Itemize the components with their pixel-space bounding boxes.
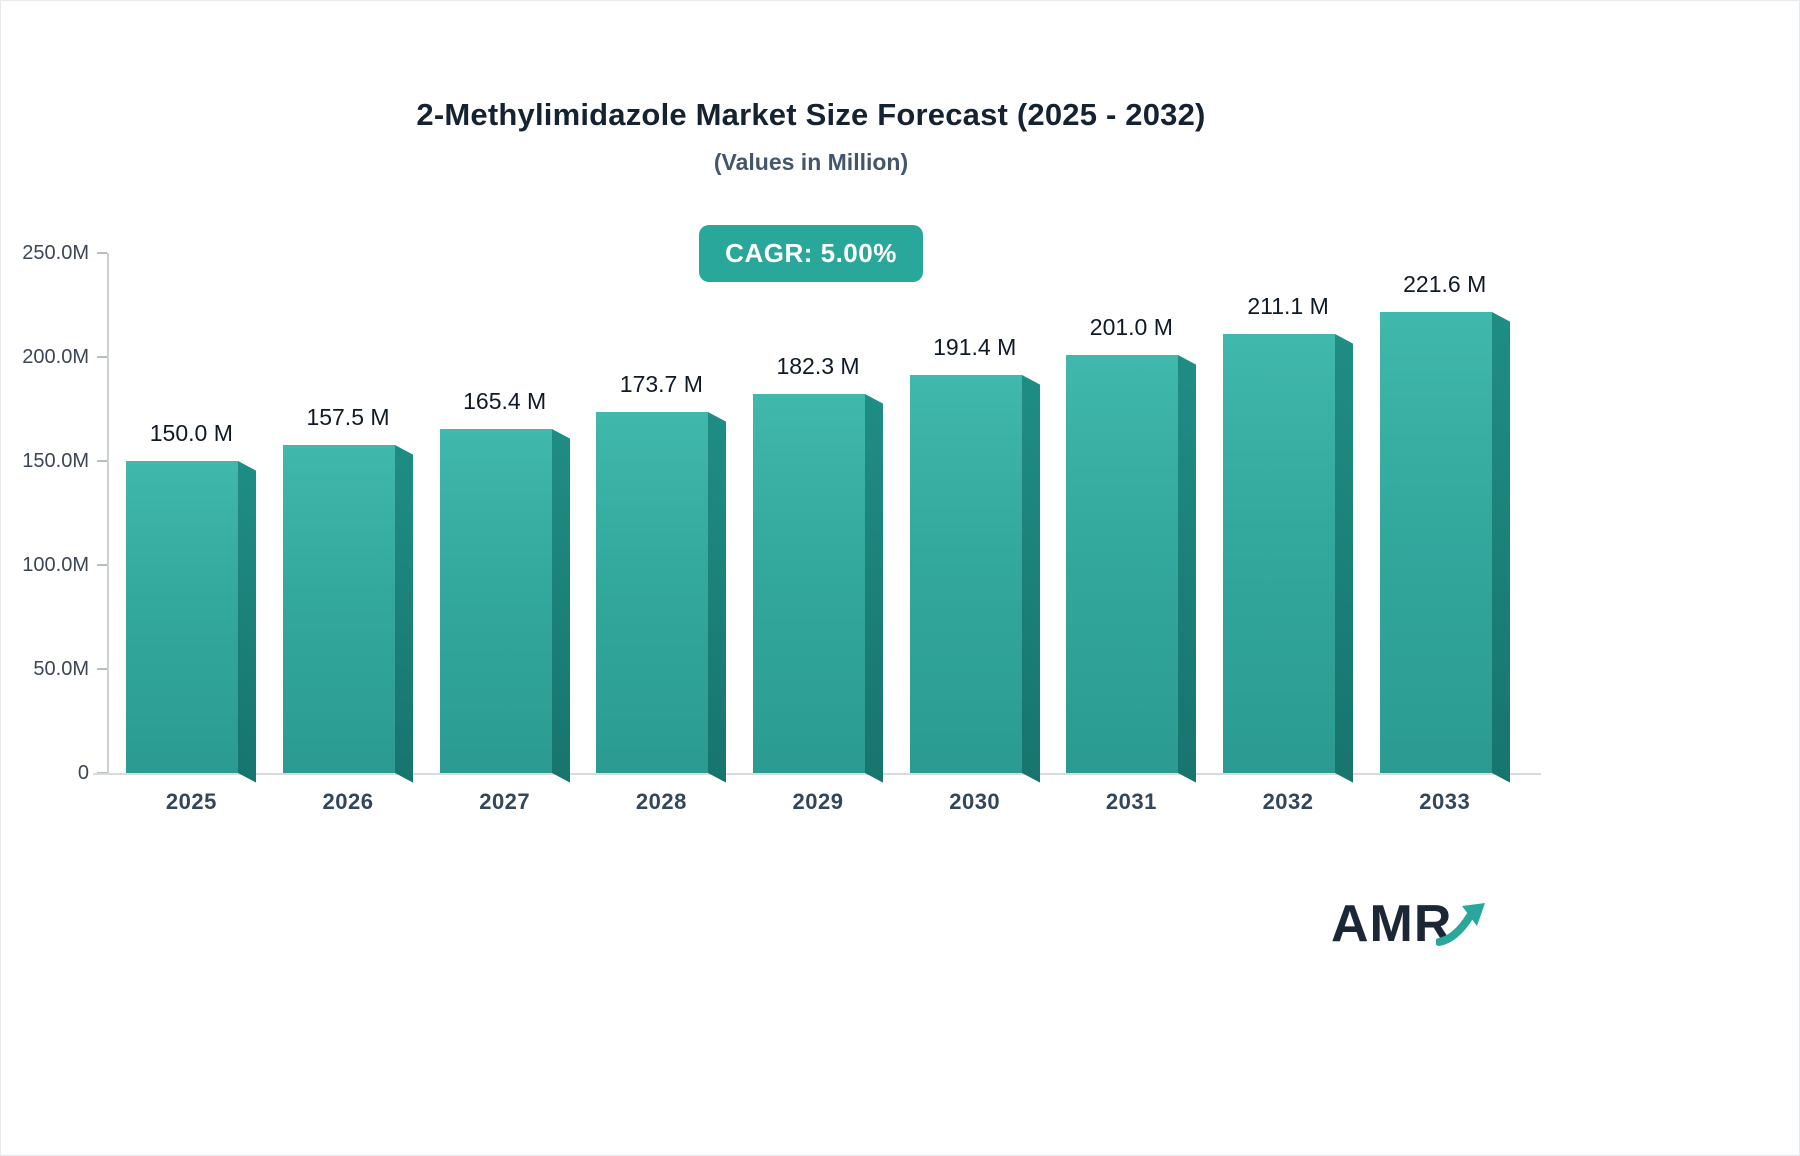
bar-face [753,394,866,773]
bar-group-2032: 211.1 M 2032 [1210,253,1367,814]
bar-2025[interactable]: 150.0 M [126,420,257,783]
y-axis-tick [97,252,107,254]
y-axis-tick-label: 200.0M [22,346,89,368]
amr-logo: AMR [1331,894,1488,954]
plot-area: 150.0 M 2025 157.5 M 2026 165.4 M 2027 173.7 M… [113,253,1523,814]
bar-value-label: 211.1 M [1247,293,1329,319]
x-axis-baseline [93,773,1541,775]
x-axis-label-2033: 2033 [1419,789,1471,814]
bar-side-shadow [708,412,727,783]
bar-value-label: 182.3 M [776,353,860,379]
bar-side-shadow [865,394,884,783]
bar-group-2030: 191.4 M 2030 [896,253,1053,814]
bar-face [909,375,1022,773]
chart-subtitle: (Values in Million) [713,149,909,175]
bar-side-shadow [551,429,570,783]
bar-side-shadow [1491,312,1510,783]
bar-2028[interactable]: 173.7 M [596,371,727,783]
bar-group-2031: 201.0 M 2031 [1053,253,1210,814]
y-axis-tick-label: 100.0M [22,554,89,576]
amr-logo-text: AMR [1331,895,1453,953]
x-axis-label-2026: 2026 [322,789,374,814]
x-axis-label-2031: 2031 [1105,789,1157,814]
bar-face [1066,355,1179,773]
trend-arrow-icon [1435,902,1488,953]
bar-2033[interactable]: 221.6 M [1379,271,1510,783]
bar-group-2025: 150.0 M 2025 [113,253,270,814]
y-axis-tick [97,564,107,566]
cagr-badge-wrap: CAGR: 5.00% [1,225,1621,282]
cagr-badge: CAGR: 5.00% [699,225,923,282]
bar-side-shadow [395,445,413,783]
bar-2026[interactable]: 157.5 M [283,404,413,783]
bar-2032[interactable]: 211.1 M [1223,293,1354,783]
bar-group-2028: 173.7 M 2028 [583,253,740,814]
bar-side-shadow [1178,355,1197,783]
y-axis-tick-label: 150.0M [22,450,89,472]
y-axis-tick [97,460,107,462]
bar-2030[interactable]: 191.4 M [909,334,1040,783]
bar-face [596,412,709,773]
bar-2027[interactable]: 165.4 M [439,388,570,783]
y-axis-tick [97,356,107,358]
bar-group-2027: 165.4 M 2027 [426,253,583,814]
x-axis-label-2032: 2032 [1262,789,1314,814]
bar-value-label: 173.7 M [619,371,703,397]
bar-2031[interactable]: 201.0 M [1066,314,1197,783]
bar-value-label: 150.0 M [149,420,233,446]
bar-side-shadow [1021,375,1040,783]
x-axis-label-2028: 2028 [635,789,687,814]
bar-value-label: 157.5 M [306,404,390,430]
x-axis-label-2027: 2027 [479,789,531,814]
bar-2029[interactable]: 182.3 M [753,353,884,783]
bar-value-label: 221.6 M [1403,271,1487,297]
bar-group-2029: 182.3 M 2029 [740,253,897,814]
bar-value-label: 191.4 M [933,334,1017,360]
y-axis-tick-label: 0 [77,762,89,784]
bar-group-2026: 157.5 M 2026 [270,253,427,814]
bar-side-shadow [1335,334,1354,783]
x-axis-label-2030: 2030 [949,789,1001,814]
bar-face [439,429,552,773]
bar-face [283,445,395,773]
x-axis-label-2025: 2025 [165,789,217,814]
bar-value-label: 201.0 M [1089,314,1173,340]
y-axis-tick [97,668,107,670]
y-axis-tick-label: 50.0M [33,658,89,680]
bar-face [1379,312,1492,773]
bar-group-2033: 221.6 M 2033 [1366,253,1523,814]
bar-value-label: 165.4 M [463,388,547,414]
chart-title: 2-Methylimidazole Market Size Forecast (… [416,97,1206,132]
x-axis-label-2029: 2029 [792,789,844,814]
bar-face [126,461,239,773]
y-axis-tick-label: 250.0M [22,242,89,264]
y-axis-line [107,253,109,773]
bar-side-shadow [238,461,257,783]
bar-face [1223,334,1336,773]
